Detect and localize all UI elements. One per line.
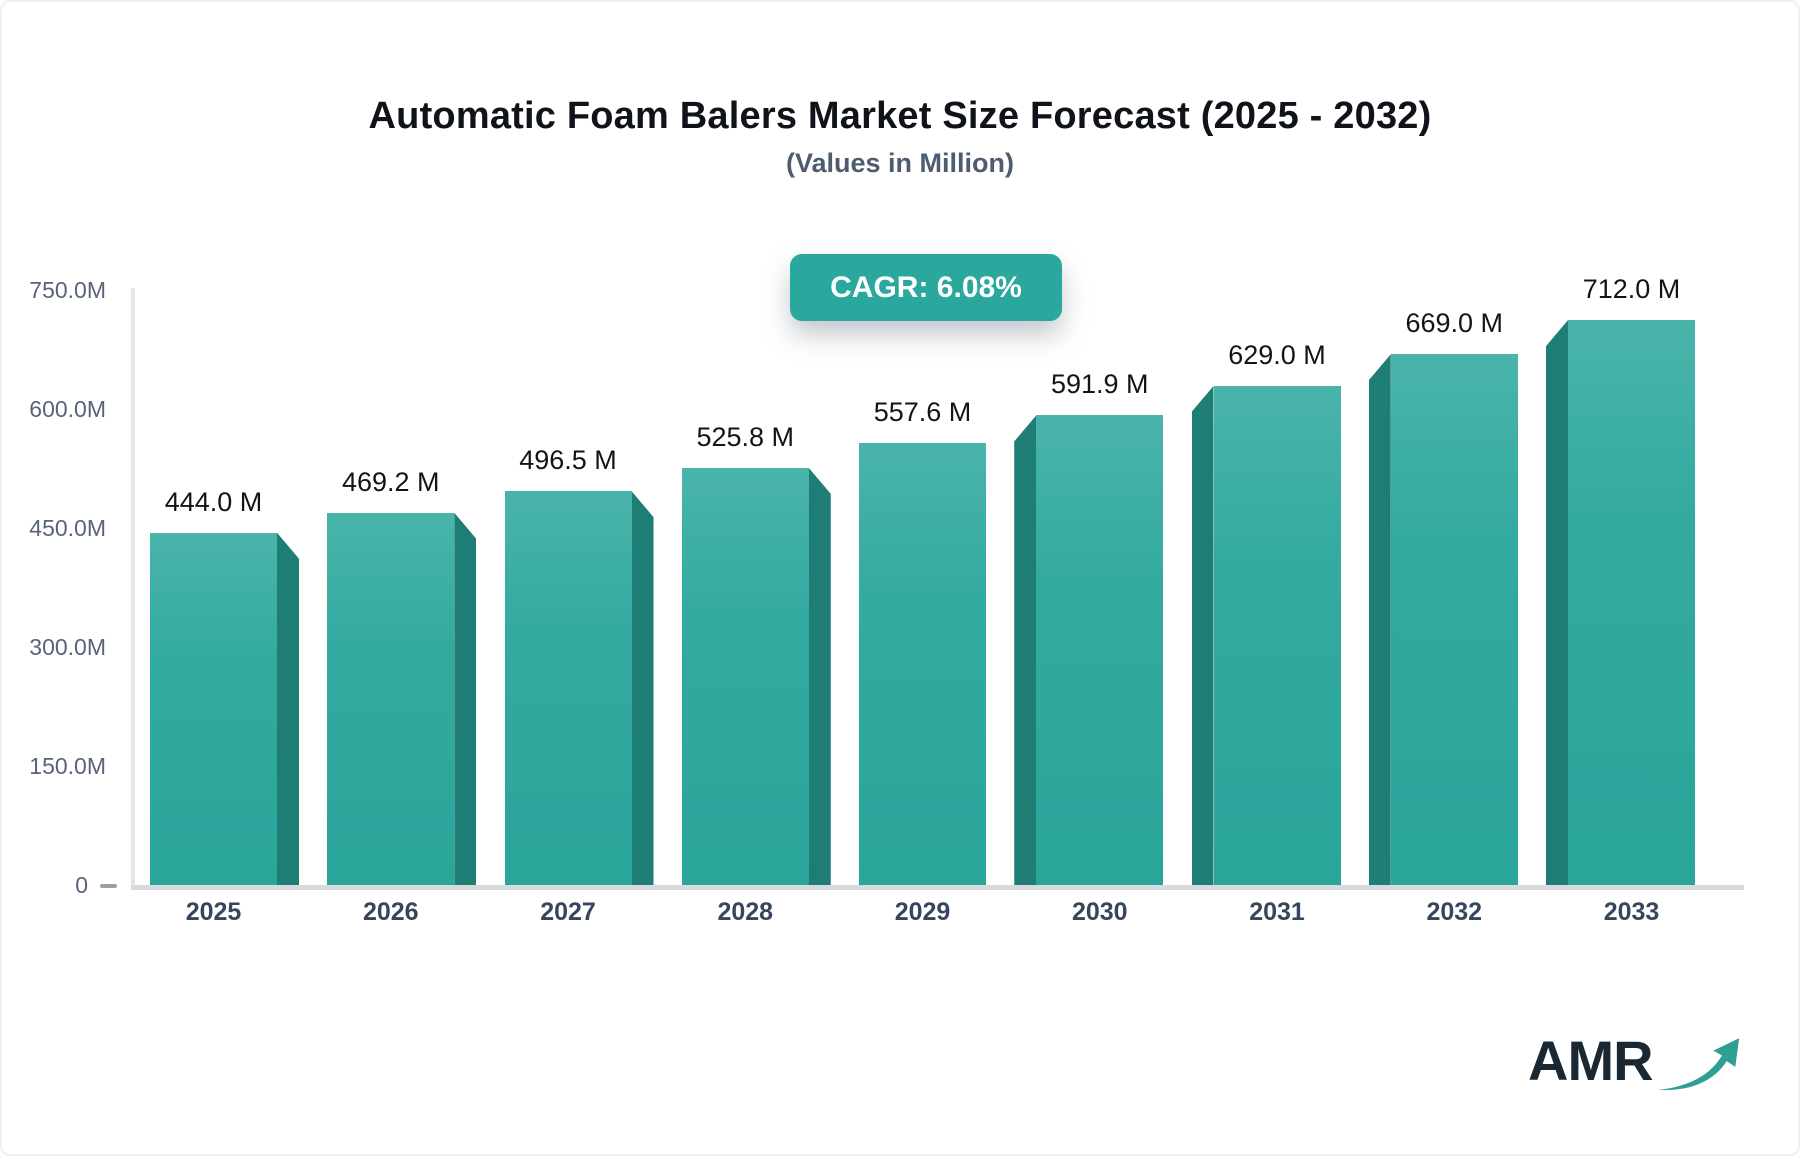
amr-logo: AMR xyxy=(1528,1028,1740,1108)
bar-3d-side-2027 xyxy=(631,491,654,885)
bar-value-label-2031: 629.0 M xyxy=(1228,339,1326,370)
bar-value-label-2029: 557.6 M xyxy=(873,396,972,427)
bar-2032[interactable] xyxy=(1390,354,1518,885)
bar-3d-side-2028 xyxy=(808,467,831,885)
bar-2027[interactable] xyxy=(504,491,632,885)
bar-value-label-2030: 591.9 M xyxy=(1050,369,1149,400)
x-axis-line xyxy=(131,885,1744,890)
y-axis-tick-label: 300.0M xyxy=(29,634,106,660)
bar-2031[interactable] xyxy=(1213,385,1341,885)
x-axis-label-2032: 2032 xyxy=(1426,898,1483,926)
y-axis-tick-label: 750.0M xyxy=(29,277,106,303)
x-axis-label-2030: 2030 xyxy=(1071,898,1128,926)
bar-3d-side-2031 xyxy=(1191,385,1214,885)
y-axis-tick-label: 0 xyxy=(75,872,88,898)
chart-title: Automatic Foam Balers Market Size Foreca… xyxy=(368,95,1432,137)
cagr-badge-label: CAGR: 6.08% xyxy=(830,270,1022,304)
bar-3d-side-2026 xyxy=(454,512,477,885)
bar-value-label-2032: 669.0 M xyxy=(1405,308,1504,339)
bar-2028[interactable] xyxy=(681,467,809,885)
x-axis-label-2033: 2033 xyxy=(1603,898,1660,926)
chart-subtitle: (Values in Million) xyxy=(785,148,1015,178)
y-axis-tick-label: 450.0M xyxy=(29,515,106,541)
bar-2029[interactable] xyxy=(859,442,986,885)
y-axis-tick-label: 150.0M xyxy=(29,753,106,779)
x-axis-label-2026: 2026 xyxy=(362,898,419,926)
bar-2030[interactable] xyxy=(1036,415,1164,885)
amr-logo-text: AMR xyxy=(1528,1029,1654,1092)
bar-3d-side-2030 xyxy=(1014,415,1037,885)
bar-value-label-2028: 525.8 M xyxy=(696,421,795,452)
y-axis-tick-label: 600.0M xyxy=(29,396,106,422)
bar-3d-side-2033 xyxy=(1546,320,1568,885)
x-axis-label-2027: 2027 xyxy=(540,898,596,926)
x-axis-label-2025: 2025 xyxy=(185,898,242,926)
bar-value-label-2033: 712.0 M xyxy=(1582,274,1681,305)
x-axis-label-2028: 2028 xyxy=(717,898,774,926)
bar-3d-side-2025 xyxy=(277,532,299,885)
zero-tick-mark xyxy=(100,884,117,888)
bar-3d-side-2032 xyxy=(1368,354,1391,885)
x-axis-label-2031: 2031 xyxy=(1249,898,1305,926)
bar-2025[interactable] xyxy=(150,532,277,885)
bar-2033[interactable] xyxy=(1568,320,1695,885)
bar-value-label-2026: 469.2 M xyxy=(341,466,440,497)
bar-value-label-2025: 444.0 M xyxy=(164,486,263,517)
cagr-badge: CAGR: 6.08% xyxy=(790,254,1062,321)
bar-value-label-2027: 496.5 M xyxy=(519,445,617,476)
trend-up-arrow-icon xyxy=(1657,1038,1740,1091)
x-axis-label-2029: 2029 xyxy=(894,898,951,926)
bar-2026[interactable] xyxy=(327,512,455,885)
y-axis-line xyxy=(131,288,135,889)
